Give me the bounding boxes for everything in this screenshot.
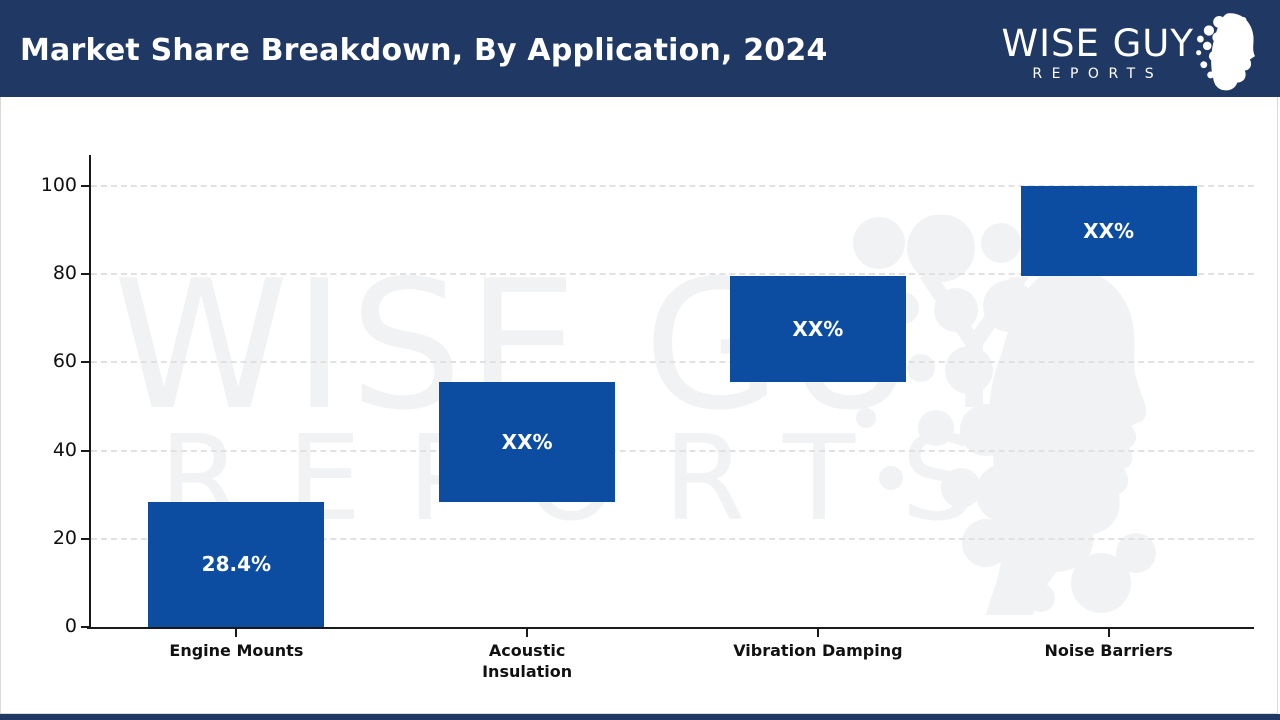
x-tick-label: Noise Barriers — [1044, 641, 1173, 660]
gridline — [91, 449, 1254, 452]
y-tick-label: 100 — [40, 174, 77, 196]
x-tick-mark — [235, 629, 238, 637]
x-tick-mark — [816, 629, 819, 637]
y-tick-label: 0 — [64, 615, 77, 637]
y-tick-label: 20 — [52, 526, 77, 549]
bar-engine-mounts: 28.4% — [148, 501, 325, 627]
y-tick-label: 60 — [52, 350, 77, 373]
logo-wordmark-line2: REPORTS — [1032, 66, 1164, 82]
x-tick-label: Acoustic Insulation — [482, 641, 573, 681]
y-tick-mark — [81, 361, 89, 364]
y-axis-line — [89, 155, 91, 629]
logo-wordmark: WISE GUY REPORTS — [1002, 22, 1194, 82]
y-tick-mark — [81, 449, 89, 452]
x-tick-mark — [526, 629, 529, 637]
bar-noise-barriers: XX% — [1020, 186, 1197, 277]
y-tick-mark — [81, 185, 89, 187]
y-tick-mark — [81, 537, 89, 540]
bar-value-label: 28.4% — [201, 552, 272, 577]
logo-wordmark-line1: WISE GUY — [1001, 22, 1194, 65]
bar-value-label: XX% — [792, 317, 844, 342]
x-tick-label: Vibration Damping — [733, 641, 903, 660]
chart-area: WISE GUY REPORTS 28.4%XX%XX%XX% 02040608… — [0, 97, 1278, 714]
bar-vibration-damping: XX% — [729, 276, 906, 383]
x-axis-line — [87, 627, 1254, 629]
page-title: Market Share Breakdown, By Application, … — [20, 33, 828, 68]
footer-bar — [0, 714, 1280, 720]
face-profile-icon — [1196, 13, 1256, 91]
header-bar: Market Share Breakdown, By Application, … — [0, 0, 1280, 97]
gridline — [91, 185, 1254, 187]
gridline — [91, 273, 1254, 276]
y-tick-label: 40 — [52, 438, 77, 461]
y-tick-mark — [81, 626, 89, 628]
bar-value-label: XX% — [1083, 219, 1135, 244]
bar-value-label: XX% — [501, 430, 553, 455]
gridline — [91, 537, 1254, 540]
bar-acoustic-insulation: XX% — [439, 382, 616, 502]
plot-area: 28.4% XX% XX% XX% — [91, 155, 1254, 627]
x-tick-label: Engine Mounts — [169, 641, 304, 660]
wise-guy-logo: WISE GUY REPORTS — [1002, 8, 1262, 92]
y-tick-mark — [81, 273, 89, 276]
x-tick-mark — [1107, 629, 1110, 637]
y-tick-label: 80 — [52, 262, 77, 285]
gridline — [91, 361, 1254, 364]
